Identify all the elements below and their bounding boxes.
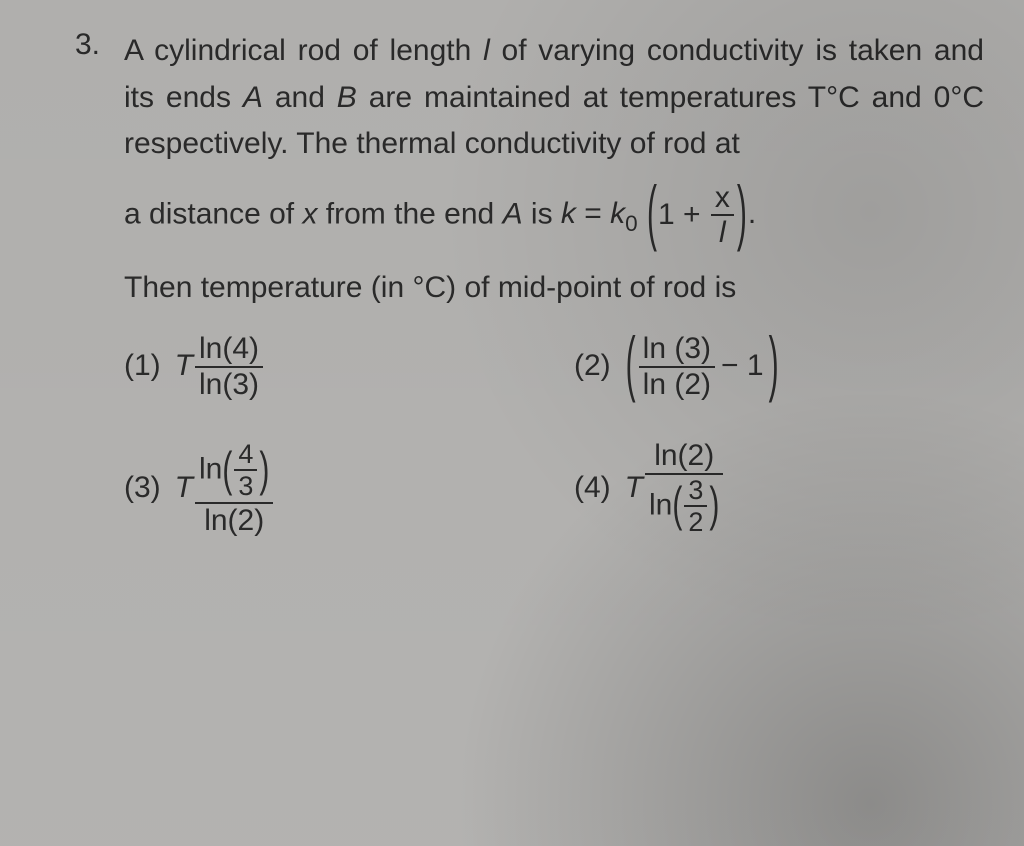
text: A cylindrical rod of length <box>124 34 483 67</box>
one-plus: 1 + <box>658 198 709 231</box>
text: and <box>860 81 934 114</box>
frac-num: ln(43) <box>195 440 273 504</box>
option-3: (3) T ln(43) ln(2) <box>124 440 534 536</box>
question-number: 3. <box>40 28 124 62</box>
frac-den: l <box>711 216 734 249</box>
T: T <box>175 343 193 390</box>
paren-left: ( <box>626 311 636 423</box>
frac-den: ln(3) <box>195 368 263 401</box>
inner-num: 3 <box>684 476 707 507</box>
text: is <box>523 197 561 230</box>
T: T <box>625 465 643 512</box>
frac: ln(4) ln(3) <box>195 333 263 400</box>
options-grid: (1) T ln(4) ln(3) (2) (ln (3)ln (2)− 1) <box>124 333 984 536</box>
text: a distance of <box>124 197 302 230</box>
frac-inner: 43 <box>234 440 257 501</box>
paren-left: ( <box>647 159 657 271</box>
frac-inner: 32 <box>684 476 707 537</box>
question-row: 3. A cylindrical rod of length l of vary… <box>40 28 984 536</box>
option-4: (4) T ln(2) ln(32) <box>574 440 984 536</box>
minus-one: − 1 <box>721 349 764 382</box>
text: are <box>357 81 412 114</box>
paren-right: ) <box>709 481 719 531</box>
text: and <box>263 81 337 114</box>
equals: = <box>576 197 610 230</box>
option-2: (2) (ln (3)ln (2)− 1) <box>574 333 984 400</box>
option-tag: (2) <box>574 343 611 390</box>
ln: ln <box>199 452 222 485</box>
text: of varying <box>490 34 635 67</box>
frac-den: ln(2) <box>195 504 273 537</box>
paren-right: ) <box>737 159 747 271</box>
inner-den: 3 <box>234 471 257 500</box>
k-equation: k = k0 (1 + xl). <box>561 197 756 230</box>
frac-outer: ln(2) ln(32) <box>645 440 723 536</box>
var-A: A <box>503 197 523 230</box>
var-B: B <box>337 81 357 114</box>
var-k: k <box>561 197 576 230</box>
sub-0: 0 <box>625 211 638 236</box>
option-tag: (3) <box>124 465 161 512</box>
inner-den: 2 <box>684 507 707 536</box>
frac-outer: ln(43) ln(2) <box>195 440 273 536</box>
frac-x-over-l: xl <box>711 182 734 249</box>
T: T <box>175 465 193 512</box>
frac-den: ln (2) <box>639 368 715 401</box>
frac-den: ln(32) <box>645 475 723 537</box>
inner-num: 4 <box>234 440 257 471</box>
paren-left: ( <box>672 481 682 531</box>
text: from the end <box>317 197 502 230</box>
ln: ln <box>649 488 672 521</box>
option-tag: (1) <box>124 343 161 390</box>
frac-num: ln(2) <box>645 440 723 475</box>
question-tail: Then temperature (in °C) of mid-point of… <box>124 265 984 312</box>
paren-left: ( <box>222 445 232 495</box>
paren-right: ) <box>769 311 779 423</box>
option-tag: (4) <box>574 465 611 512</box>
equation-line: a distance of x from the end A is k = k0… <box>124 182 984 249</box>
var-k0: k <box>610 197 625 230</box>
text: respectively. The thermal conductivity o… <box>124 127 740 160</box>
question-body: A cylindrical rod of length l of varying… <box>124 28 984 536</box>
period: . <box>748 197 756 230</box>
frac: ln (3)ln (2) <box>639 333 715 400</box>
expr: (ln (3)ln (2)− 1) <box>625 333 780 400</box>
frac-num: x <box>711 182 734 217</box>
option-1: (1) T ln(4) ln(3) <box>124 333 534 400</box>
var-A: A <box>243 81 263 114</box>
var-l: l <box>483 34 490 67</box>
frac-num: ln (3) <box>639 333 715 368</box>
text: maintained at temperatures <box>424 81 808 114</box>
question-text: A cylindrical rod of length l of varying… <box>124 28 984 168</box>
page: 3. A cylindrical rod of length l of vary… <box>0 0 1024 846</box>
paren-right: ) <box>259 445 269 495</box>
frac-num: ln(4) <box>195 333 263 368</box>
var-x: x <box>302 197 317 230</box>
temp-T: T°C <box>808 81 860 114</box>
temp-0: 0°C <box>934 81 984 114</box>
